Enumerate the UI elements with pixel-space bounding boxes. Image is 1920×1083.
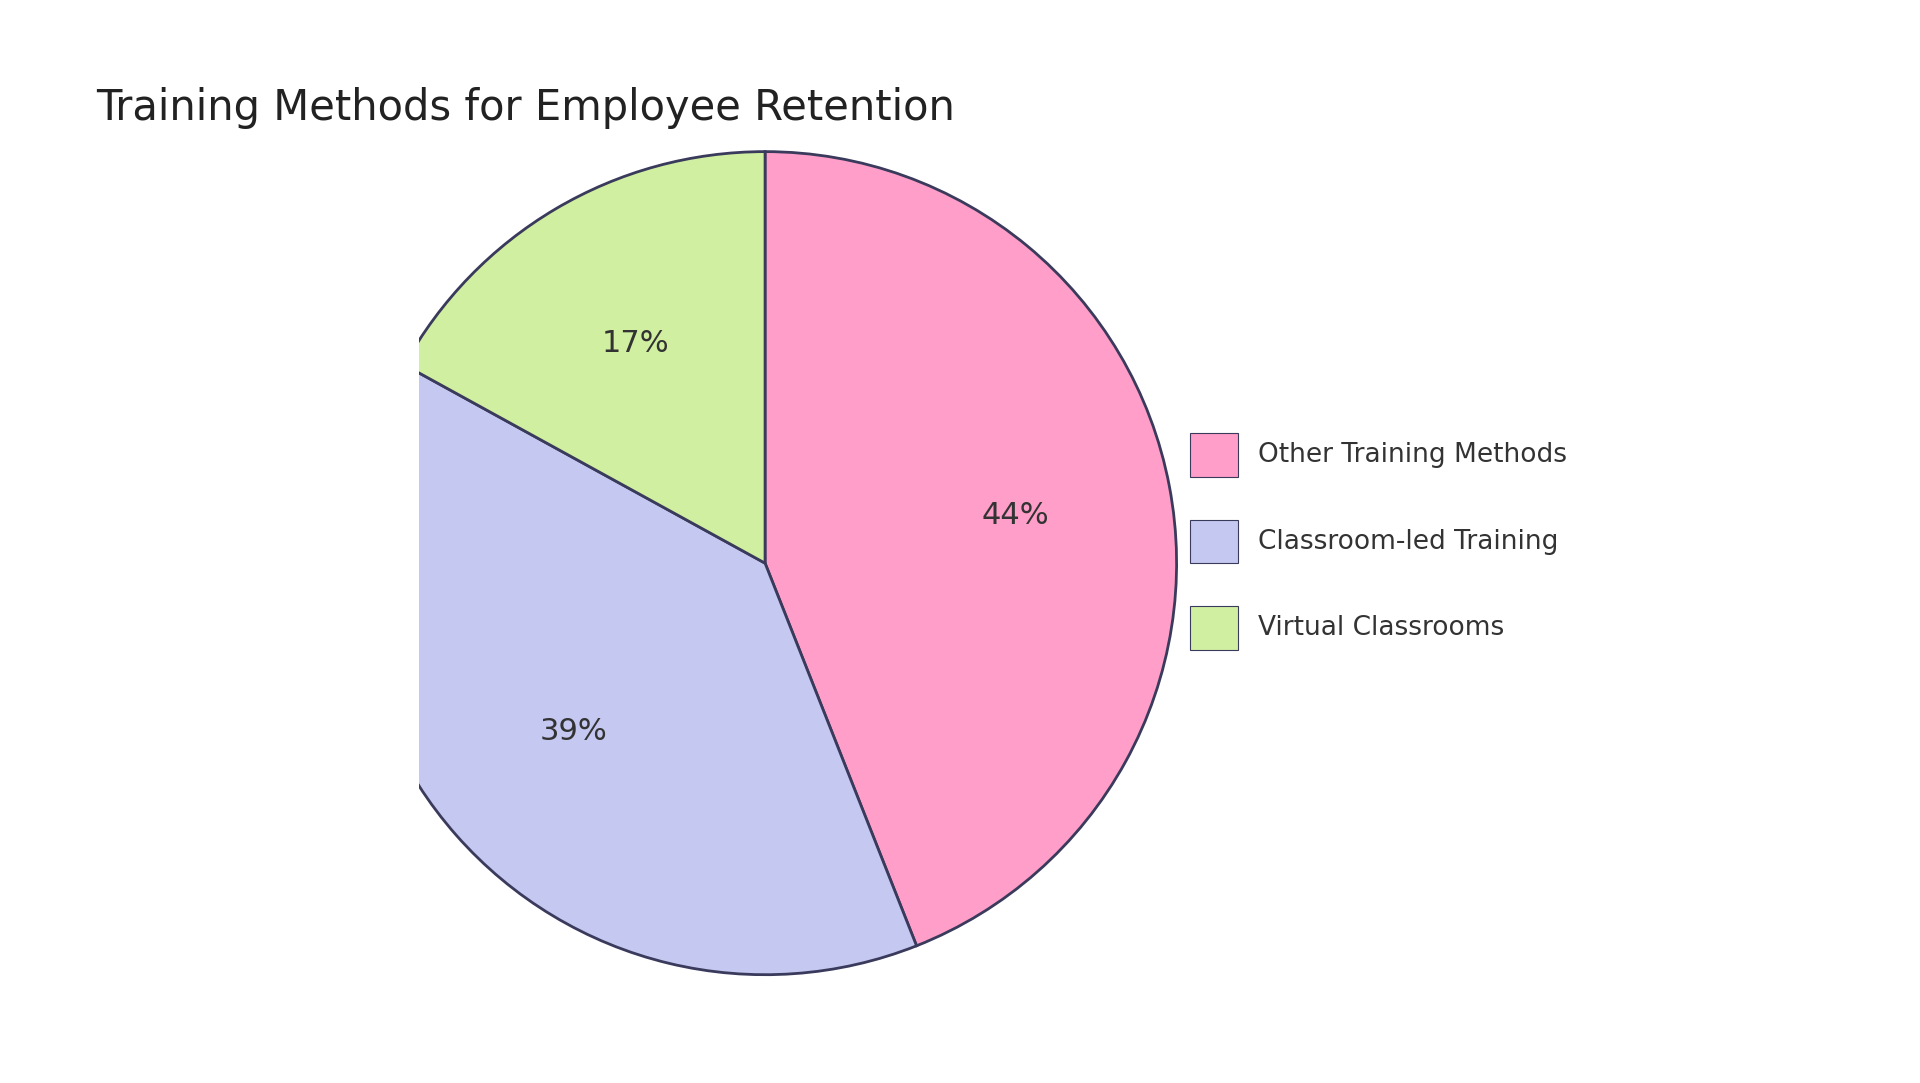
- Text: 17%: 17%: [601, 329, 668, 358]
- Text: Training Methods for Employee Retention: Training Methods for Employee Retention: [96, 87, 954, 129]
- Wedge shape: [353, 365, 916, 975]
- Text: Other Training Methods: Other Training Methods: [1258, 442, 1567, 468]
- Wedge shape: [764, 152, 1177, 945]
- Text: 44%: 44%: [981, 500, 1050, 530]
- Wedge shape: [405, 152, 764, 563]
- Text: Classroom-led Training: Classroom-led Training: [1258, 529, 1557, 554]
- Text: 39%: 39%: [540, 717, 607, 746]
- Text: Virtual Classrooms: Virtual Classrooms: [1258, 615, 1503, 641]
